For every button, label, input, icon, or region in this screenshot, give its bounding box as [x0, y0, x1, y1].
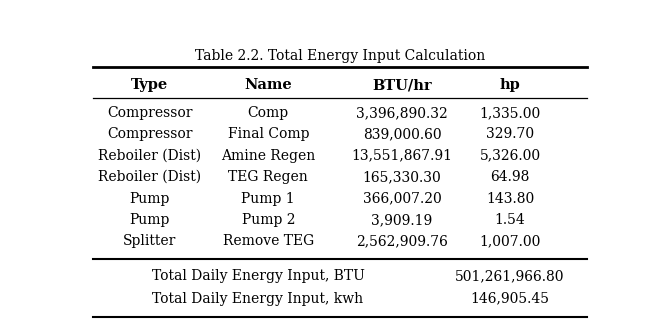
Text: Compressor: Compressor	[107, 127, 193, 141]
Text: TEG Regen: TEG Regen	[228, 170, 308, 184]
Text: 5,326.00: 5,326.00	[479, 149, 540, 163]
Text: Comp: Comp	[248, 106, 289, 120]
Text: 501,261,966.80: 501,261,966.80	[456, 269, 565, 283]
Text: Type: Type	[131, 78, 169, 92]
Text: Pump 1: Pump 1	[242, 192, 295, 206]
Text: 1,007.00: 1,007.00	[479, 234, 540, 248]
Text: 2,562,909.76: 2,562,909.76	[356, 234, 448, 248]
Text: Pump: Pump	[129, 192, 170, 206]
Text: Remove TEG: Remove TEG	[222, 234, 314, 248]
Text: hp: hp	[500, 78, 521, 92]
Text: Amine Regen: Amine Regen	[221, 149, 315, 163]
Text: 1,335.00: 1,335.00	[479, 106, 540, 120]
Text: 143.80: 143.80	[486, 192, 535, 206]
Text: Table 2.2. Total Energy Input Calculation: Table 2.2. Total Energy Input Calculatio…	[195, 49, 485, 63]
Text: 3,909.19: 3,909.19	[371, 213, 433, 227]
Text: 366,007.20: 366,007.20	[363, 192, 442, 206]
Text: 1.54: 1.54	[495, 213, 525, 227]
Text: 3,396,890.32: 3,396,890.32	[356, 106, 448, 120]
Text: 165,330.30: 165,330.30	[363, 170, 442, 184]
Text: Pump: Pump	[129, 213, 170, 227]
Text: 329.70: 329.70	[486, 127, 534, 141]
Text: 13,551,867.91: 13,551,867.91	[351, 149, 453, 163]
Text: Reboiler (Dist): Reboiler (Dist)	[98, 149, 201, 163]
Text: 64.98: 64.98	[491, 170, 530, 184]
Text: Total Daily Energy Input, kwh: Total Daily Energy Input, kwh	[153, 292, 363, 306]
Text: Reboiler (Dist): Reboiler (Dist)	[98, 170, 201, 184]
Text: Final Comp: Final Comp	[228, 127, 309, 141]
Text: Name: Name	[244, 78, 292, 92]
Text: Splitter: Splitter	[124, 234, 177, 248]
Text: 146,905.45: 146,905.45	[471, 292, 550, 306]
Text: Pump 2: Pump 2	[242, 213, 295, 227]
Text: BTU/hr: BTU/hr	[373, 78, 432, 92]
Text: 839,000.60: 839,000.60	[363, 127, 442, 141]
Text: Compressor: Compressor	[107, 106, 193, 120]
Text: Total Daily Energy Input, BTU: Total Daily Energy Input, BTU	[151, 269, 365, 283]
